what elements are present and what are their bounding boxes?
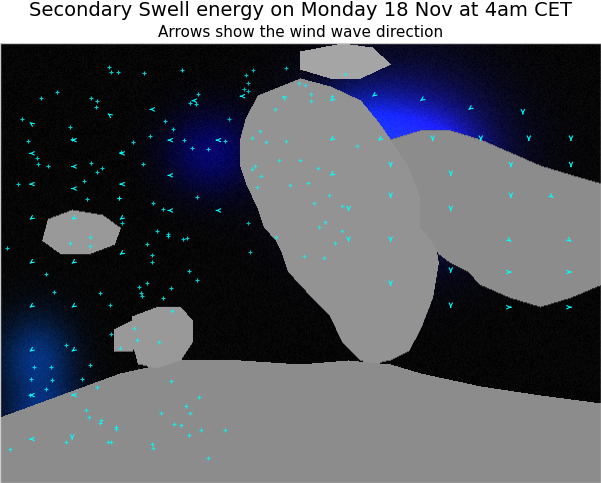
Text: Secondary Swell energy on Monday 18 Nov at 4am CET: Secondary Swell energy on Monday 18 Nov … <box>29 1 572 20</box>
Text: Arrows show the wind wave direction: Arrows show the wind wave direction <box>158 25 443 40</box>
